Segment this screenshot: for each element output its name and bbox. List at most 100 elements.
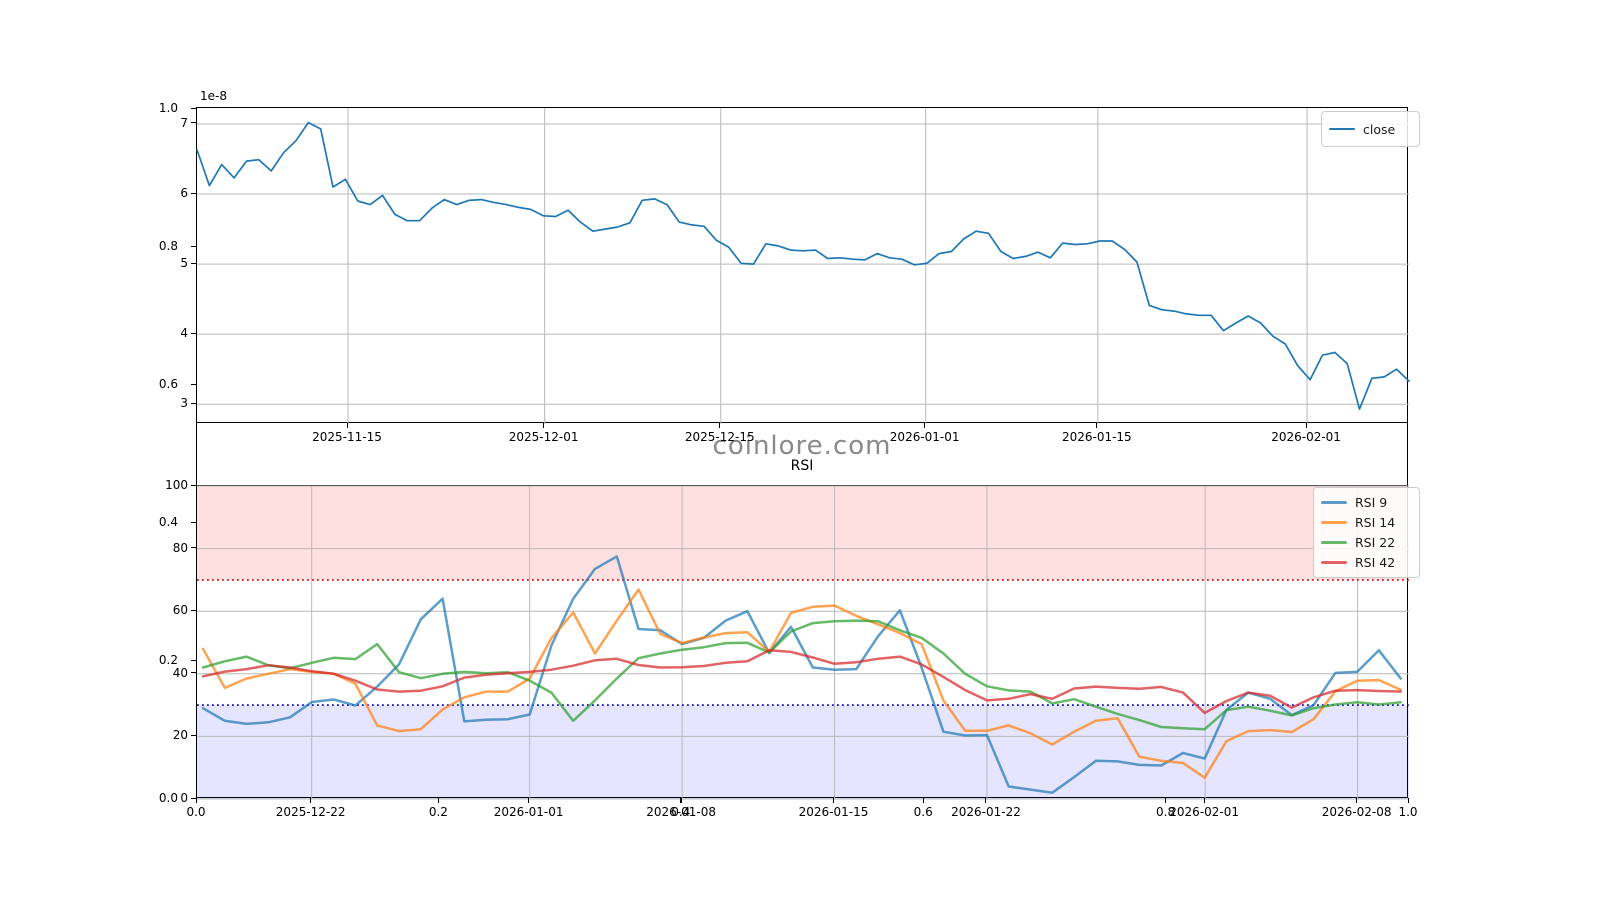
price-y-tickmark	[191, 122, 196, 124]
price-legend: close	[1321, 111, 1420, 147]
outer-x-tickmark	[195, 798, 197, 803]
price-x-tick-label: 2026-01-15	[1061, 430, 1132, 444]
outer-y-tick-label: 0.4	[158, 515, 178, 529]
legend-item-rsi-9: RSI 9	[1321, 493, 1411, 512]
price-y-tickmark	[191, 402, 196, 404]
rsi-band-1	[197, 705, 1409, 799]
outer-x-tickmark	[1165, 798, 1167, 803]
price-chart-axes	[196, 107, 1410, 424]
price-y-tick-label: 5	[180, 256, 188, 271]
price-x-tick-label: 2026-02-01	[1271, 430, 1341, 444]
rsi-band-0	[197, 486, 1409, 580]
outer-x-tick-label: 0.8	[1156, 805, 1176, 819]
rsi-y-tickmark	[191, 734, 196, 736]
rsi-y-tick-label: 40	[172, 665, 188, 680]
watermark-text: coinlore.com	[712, 431, 892, 461]
legend-label: RSI 14	[1355, 514, 1396, 530]
rsi-y-tick-label: 0	[180, 791, 188, 805]
legend-item-rsi-42: RSI 42	[1321, 553, 1411, 572]
legend-line-swatch	[1321, 500, 1347, 504]
series-rsi-14	[201, 588, 1402, 779]
price-y-tickmark	[191, 192, 196, 194]
outer-x-tickmark	[1407, 798, 1409, 803]
legend-line-swatch	[1321, 561, 1347, 565]
price-y-tick-label: 7	[180, 115, 188, 130]
rsi-plot-area	[197, 485, 1409, 800]
series-rsi-22	[201, 619, 1402, 731]
outer-y-tick-label: 0.2	[158, 653, 178, 667]
rsi-y-tickmark	[191, 672, 196, 674]
rsi-y-tick-label: 100	[165, 478, 188, 492]
legend-label: RSI 42	[1355, 555, 1396, 571]
price-x-tick-label: 2025-11-15	[312, 430, 382, 444]
price-y-tick-label: 6	[180, 186, 188, 201]
legend-line-swatch	[1321, 520, 1347, 524]
legend-line-swatch	[1321, 541, 1347, 545]
price-x-tickmark	[1305, 423, 1307, 428]
outer-y-tick-label: 0.6	[158, 377, 178, 391]
outer-y-tickmark	[191, 245, 196, 247]
rsi-legend: RSI 9 RSI 14 RSI 22 RSI 42	[1313, 487, 1420, 578]
price-x-tickmark	[346, 423, 348, 428]
price-x-tick-label: 2026-01-01	[889, 430, 960, 444]
price-y-tickmark	[191, 332, 196, 334]
legend-item-rsi-14: RSI 14	[1321, 513, 1411, 532]
series-close	[196, 121, 1410, 410]
series-rsi-42	[201, 649, 1402, 715]
rsi-y-tickmark	[191, 484, 196, 486]
outer-x-tick-label: 0.0	[186, 805, 206, 819]
outer-x-tick-label: 1.0	[1398, 805, 1418, 819]
rsi-x-tickmark	[833, 798, 835, 803]
rsi-y-tick-label: 80	[172, 540, 188, 555]
rsi-x-tickmark	[985, 798, 987, 803]
rsi-x-tick-label: 2026-01-01	[493, 805, 564, 819]
outer-x-tickmark	[437, 798, 439, 803]
price-y-tick-label: 4	[180, 326, 188, 341]
outer-x-tick-label: 0.6	[913, 805, 933, 819]
price-plot-area	[196, 108, 1410, 424]
rsi-x-tickmark	[310, 798, 312, 803]
legend-item-close: close	[1329, 120, 1411, 139]
legend-label: RSI 9	[1355, 494, 1388, 510]
series-rsi-9	[201, 555, 1402, 794]
rsi-chart-axes	[196, 485, 1409, 800]
price-x-tick-label: 2025-12-15	[684, 430, 755, 444]
rsi-y-tick-label: 20	[172, 728, 188, 743]
outer-y-tickmark	[191, 383, 196, 385]
rsi-x-tickmark	[680, 798, 682, 803]
outer-y-tick-label: 0.0	[158, 791, 178, 805]
rsi-x-tick-label: 2026-01-08	[646, 805, 716, 819]
y-axis-offset-label: 1e-8	[200, 89, 227, 103]
rsi-y-tick-label: 60	[172, 603, 188, 618]
outer-y-tickmark	[191, 521, 196, 523]
rsi-subplot-title: RSI	[790, 458, 814, 474]
rsi-y-tickmark	[191, 547, 196, 549]
price-x-tick-label: 2025-12-01	[508, 430, 579, 444]
rsi-x-tick-label: 2025-12-22	[275, 805, 346, 819]
rsi-x-tick-label: 2026-02-08	[1321, 805, 1392, 819]
legend-label: close	[1363, 121, 1396, 137]
outer-x-tick-label: 0.2	[428, 805, 448, 819]
rsi-y-tickmark	[191, 797, 196, 799]
price-y-tickmark	[191, 262, 196, 264]
outer-y-tickmark	[191, 107, 196, 109]
legend-label: RSI 22	[1355, 535, 1396, 551]
price-x-tickmark	[1096, 423, 1098, 428]
rsi-x-tick-label: 2026-02-01	[1169, 805, 1240, 819]
price-x-tickmark	[543, 423, 545, 428]
rsi-x-tickmark	[1356, 798, 1358, 803]
price-x-tickmark	[719, 423, 721, 428]
legend-line-swatch	[1329, 128, 1355, 130]
outer-y-tick-label: 0.8	[158, 239, 178, 253]
rsi-x-tickmark	[1203, 798, 1205, 803]
rsi-x-tickmark	[528, 798, 530, 803]
rsi-y-tickmark	[191, 609, 196, 611]
outer-y-tick-label: 1.0	[158, 101, 178, 115]
price-x-tickmark	[924, 423, 926, 428]
outer-x-tickmark	[922, 798, 924, 803]
legend-item-rsi-22: RSI 22	[1321, 533, 1411, 552]
outer-x-tick-label: 0.4	[671, 805, 691, 819]
outer-y-tickmark	[191, 659, 196, 661]
rsi-x-tick-label: 2026-01-15	[798, 805, 869, 819]
